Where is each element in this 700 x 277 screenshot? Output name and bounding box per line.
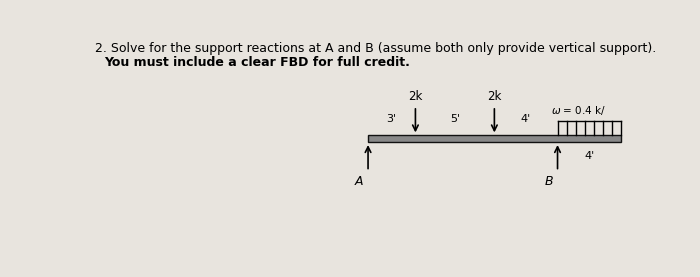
- Text: $\omega$ = 0.4 k/: $\omega$ = 0.4 k/: [552, 104, 607, 117]
- Text: 2k: 2k: [408, 90, 423, 103]
- Text: 2. Solve for the support reactions at A and B (assume both only provide vertical: 2. Solve for the support reactions at A …: [95, 42, 657, 55]
- Text: A: A: [355, 175, 363, 188]
- Text: 4': 4': [521, 114, 531, 124]
- Text: You must include a clear FBD for full credit.: You must include a clear FBD for full cr…: [104, 56, 410, 69]
- Text: B: B: [545, 175, 553, 188]
- Text: 5': 5': [450, 114, 460, 124]
- Text: 2k: 2k: [487, 90, 502, 103]
- Text: 4': 4': [584, 152, 594, 161]
- Bar: [368, 135, 621, 142]
- Text: 3': 3': [386, 114, 397, 124]
